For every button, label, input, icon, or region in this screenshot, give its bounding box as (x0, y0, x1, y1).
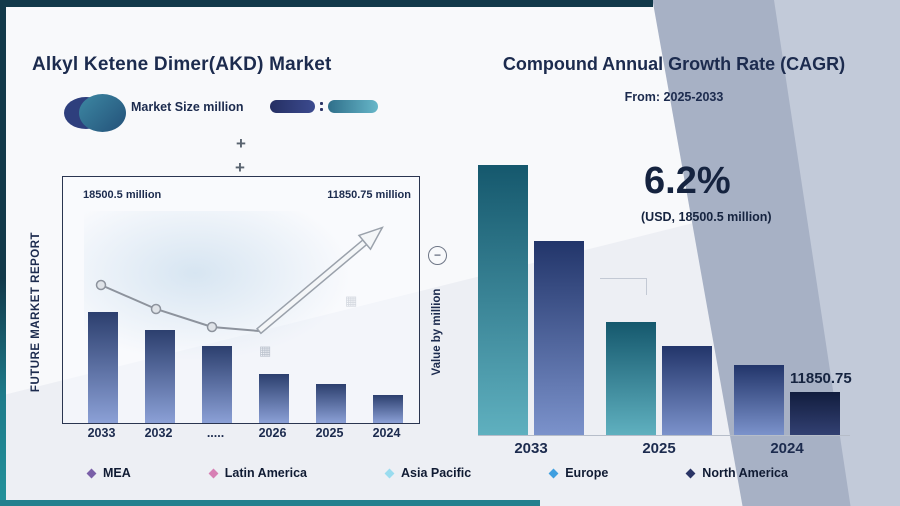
left-x-label: ..... (206, 426, 225, 440)
legend-marker (548, 468, 559, 478)
legend-marker (86, 468, 97, 478)
grid-mark-icon: ▦ (345, 293, 358, 308)
left-bar (372, 395, 403, 423)
left-bar-slot (79, 191, 126, 423)
left-x-label: 2033 (87, 426, 116, 440)
left-bar-slot (250, 191, 297, 423)
left-bar-slot (364, 191, 411, 423)
pill-separator-dots (320, 102, 323, 111)
plus-icon: + (235, 158, 245, 177)
right-x-axis-labels: 2033 2025 2024 (478, 440, 850, 457)
right-bar (478, 165, 528, 435)
left-edge-strip (0, 0, 6, 506)
right-x-label: 2024 (770, 440, 804, 457)
cagr-period-subtitle: From: 2025-2033 (624, 90, 724, 104)
left-bar-chart: 18500.5 million 11850.75 million ▦ ▦ (62, 176, 420, 424)
left-bar-slot (136, 191, 183, 423)
market-size-disc-icon (64, 94, 126, 132)
legend-label: MEA (103, 466, 131, 480)
disc-front-shape (79, 94, 126, 132)
left-chart-title: Alkyl Ketene Dimer(AKD) Market (32, 54, 332, 75)
cagr-value: 6.2% (644, 160, 731, 202)
trend-line-arrow (95, 226, 384, 335)
right-chart-title: Compound Annual Growth Rate (CAGR) (502, 54, 846, 74)
left-x-label: 2026 (258, 426, 287, 440)
grid-mark-icon: ▦ (259, 343, 272, 358)
left-bar (87, 311, 118, 423)
right-bar-group (478, 165, 584, 435)
left-x-label: 2024 (372, 426, 401, 440)
annotation-left-value: 18500.5 million (83, 189, 162, 201)
legend-marker (685, 468, 696, 478)
right-bar (534, 240, 584, 435)
value-annotation-2024: 11850.75 (790, 370, 852, 387)
left-bar (258, 374, 289, 423)
left-x-label: 2025 (315, 426, 344, 440)
legend-pills (270, 100, 378, 113)
annotation-right-value: 11850.75 million (327, 189, 411, 201)
right-bars (478, 165, 850, 436)
right-bar (606, 321, 656, 435)
step-decoration (600, 278, 647, 295)
right-bar (734, 364, 784, 435)
left-bar (201, 346, 232, 423)
navy-pill-shape (270, 100, 315, 113)
right-x-label: 2033 (514, 440, 548, 457)
left-bar-slot (307, 191, 354, 423)
chart-background-blob (84, 211, 348, 360)
legend-label: Latin America (224, 466, 307, 480)
legend-marker (384, 468, 395, 478)
legend-item: MEA (86, 466, 131, 480)
right-bar-group (734, 165, 840, 435)
left-x-label: 2032 (144, 426, 173, 440)
left-bars (79, 191, 411, 423)
legend-item: Asia Pacific (384, 466, 472, 480)
bottom-edge-strip (0, 500, 540, 506)
left-bar (315, 383, 346, 423)
plus-icon: + (236, 134, 246, 153)
teal-pill-shape (328, 100, 378, 113)
legend-item: Europe (548, 466, 609, 480)
legend-marker (208, 468, 219, 478)
value-by-million-label: Value by million (431, 288, 443, 376)
cagr-basis-note: (USD, 18500.5 million) (641, 210, 772, 224)
right-bar (790, 391, 840, 435)
left-bar (144, 330, 175, 423)
right-bar-group (606, 165, 712, 435)
circle-minus-icon: − (428, 246, 447, 265)
bottom-legend: MEA Latin America Asia Pacific Europe North … (86, 466, 788, 480)
legend-label: Asia Pacific (401, 466, 472, 480)
left-bar-slot (193, 191, 240, 423)
legend-item: Latin America (208, 466, 307, 480)
market-size-label: Market Size million (131, 100, 244, 114)
legend-item: North America (685, 466, 788, 480)
top-edge-strip (0, 0, 654, 7)
left-x-axis-labels: 2033 2032..... 2026 2025 2024 (78, 426, 410, 440)
right-x-label: 2025 (642, 440, 676, 457)
legend-label: North America (702, 466, 788, 480)
future-market-report-label: FUTURE MARKET REPORT (30, 231, 42, 393)
right-bar (662, 345, 712, 435)
legend-label: Europe (565, 466, 609, 480)
